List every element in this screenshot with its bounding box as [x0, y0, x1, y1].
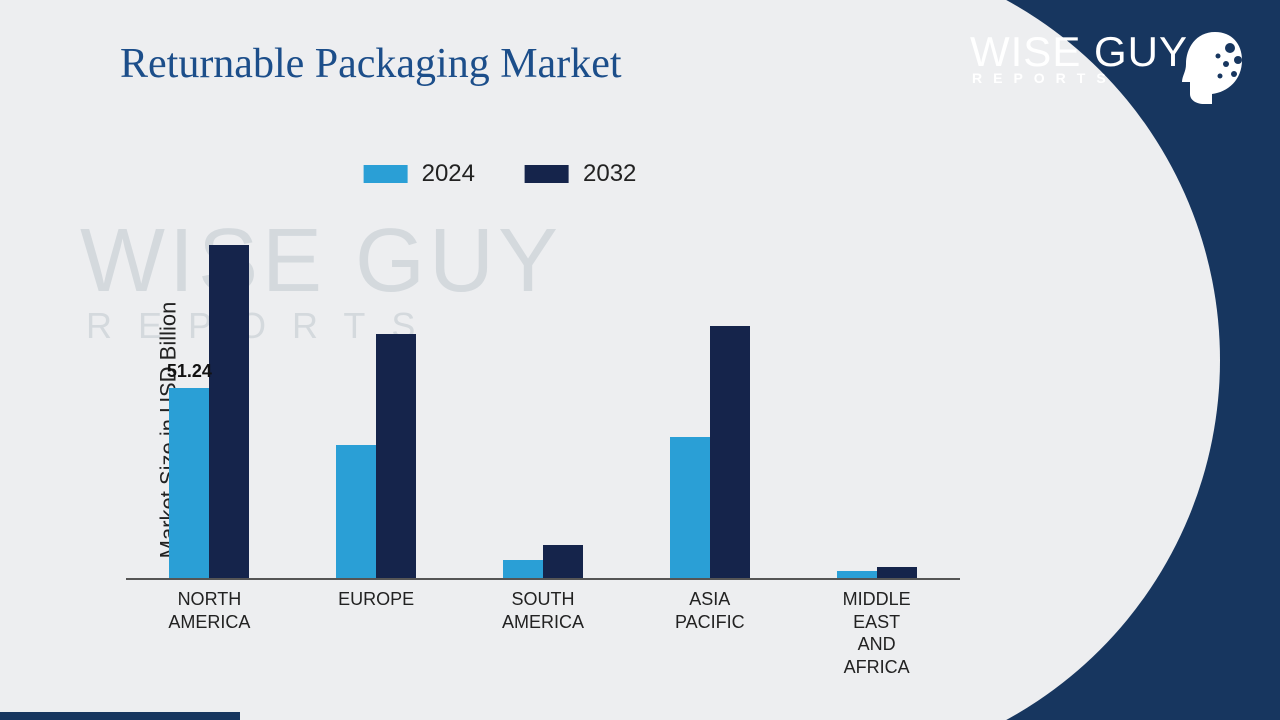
bar-pair — [503, 545, 583, 578]
bar-pair — [336, 334, 416, 578]
bar — [670, 437, 710, 578]
x-axis-label: SOUTHAMERICA — [460, 580, 627, 700]
bar — [209, 245, 249, 578]
bar-pair — [670, 326, 750, 578]
data-label: 51.24 — [167, 361, 212, 382]
bar-group — [626, 210, 793, 578]
legend: 2024 2032 — [364, 160, 637, 188]
bar — [837, 571, 877, 578]
page-title: Returnable Packaging Market — [120, 40, 622, 88]
legend-swatch — [364, 165, 408, 183]
bar-group — [460, 210, 627, 578]
head-icon — [1180, 28, 1250, 108]
bar — [376, 334, 416, 578]
brand-logo: WISE GUY REPORTS — [970, 28, 1250, 86]
chart: Market Size in USD Billion 20242032 51.2… — [40, 160, 960, 700]
bar-group — [793, 210, 960, 578]
accent-bar — [0, 712, 240, 720]
bar — [877, 567, 917, 578]
bar — [336, 445, 376, 578]
x-axis-label: MIDDLEEASTANDAFRICA — [793, 580, 960, 700]
legend-item: 2024 — [364, 160, 475, 188]
bar — [503, 560, 543, 579]
legend-item: 2032 — [525, 160, 636, 188]
x-axis-label: EUROPE — [293, 580, 460, 700]
bar-groups: 51.24 — [126, 210, 960, 578]
legend-swatch — [525, 165, 569, 183]
bar-pair — [837, 567, 917, 578]
x-axis-labels: NORTHAMERICAEUROPESOUTHAMERICAASIAPACIFI… — [126, 580, 960, 700]
legend-label: 2032 — [583, 160, 636, 188]
bar — [543, 545, 583, 578]
bar — [710, 326, 750, 578]
x-axis-label: ASIAPACIFIC — [626, 580, 793, 700]
bar-pair — [169, 245, 249, 578]
legend-label: 2024 — [422, 160, 475, 188]
bar — [169, 388, 209, 578]
bar-group: 51.24 — [126, 210, 293, 578]
stage: WISE GUY REPORTS WISE GUY REPORTS Return… — [0, 0, 1280, 720]
x-axis-label: NORTHAMERICA — [126, 580, 293, 700]
plot-area: 51.24 — [126, 210, 960, 580]
bar-group — [293, 210, 460, 578]
brand-panel — [960, 0, 1280, 720]
